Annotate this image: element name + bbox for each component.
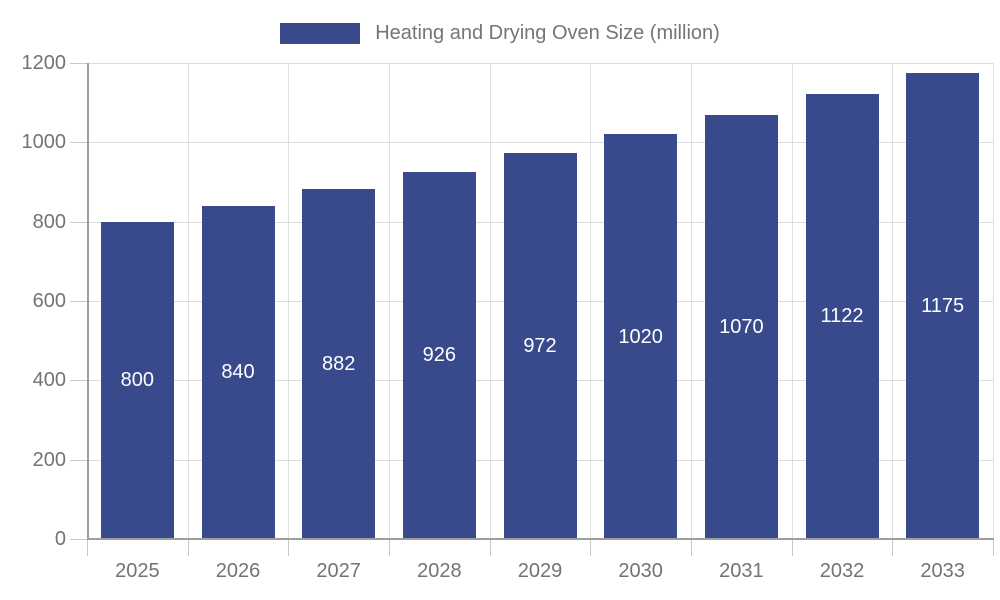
v-gridline (993, 63, 994, 539)
y-tick-label: 600 (32, 290, 66, 312)
bar (604, 134, 678, 539)
x-tick-label: 2031 (719, 560, 764, 582)
bar (100, 221, 174, 539)
bar (906, 72, 980, 539)
y-tick (70, 142, 87, 144)
y-tick-label: 800 (32, 210, 66, 233)
bar-value-label: 972 (523, 335, 557, 358)
chart-legend: Heating and Drying Oven Size (million) (0, 20, 1000, 46)
x-tick (590, 539, 592, 556)
h-gridline (87, 142, 993, 144)
x-tick (288, 539, 290, 556)
bar-value-label: 926 (422, 344, 457, 367)
bar (503, 153, 577, 539)
x-tick-label: 2030 (618, 560, 663, 582)
y-tick (70, 301, 87, 302)
y-tick (70, 539, 87, 540)
bar-value-label: 882 (321, 353, 356, 376)
bar-value-label: 840 (221, 361, 255, 384)
bar-value-label: 1070 (719, 315, 764, 338)
x-tick (993, 539, 994, 556)
y-tick (70, 380, 87, 382)
y-tick-label: 1000 (21, 131, 67, 154)
bar (201, 205, 275, 539)
bar-value-label: 1122 (820, 305, 864, 328)
bar-value-label: 1175 (921, 294, 965, 317)
y-tick (70, 63, 87, 64)
x-tick-label: 2032 (819, 560, 865, 582)
legend-swatch (280, 22, 361, 44)
x-tick (389, 539, 390, 556)
x-tick (892, 539, 894, 556)
y-axis-line (87, 63, 89, 540)
bar-value-label: 800 (120, 369, 155, 392)
bar (805, 93, 879, 539)
y-tick-label: 0 (54, 528, 66, 550)
bar (302, 189, 376, 539)
y-tick-label: 200 (32, 448, 66, 471)
y-tick (70, 221, 87, 223)
y-tick-label: 400 (32, 369, 66, 392)
x-tick (691, 539, 692, 556)
bar (704, 114, 778, 539)
x-tick-label: 2033 (920, 560, 965, 582)
x-tick-label: 2029 (517, 560, 563, 582)
x-tick (187, 539, 189, 556)
h-gridline (87, 63, 993, 64)
bar-value-label: 1020 (618, 325, 663, 348)
x-axis-line (87, 538, 994, 540)
x-tick-label: 2025 (115, 560, 160, 582)
x-tick-label: 2026 (215, 560, 261, 582)
y-tick-label: 1200 (21, 52, 67, 74)
x-tick (489, 539, 491, 556)
x-tick-label: 2028 (417, 560, 462, 582)
y-tick (70, 459, 87, 461)
x-tick (791, 539, 793, 556)
x-tick-label: 2027 (316, 560, 361, 582)
x-tick (87, 539, 88, 556)
bar (402, 171, 476, 539)
legend-label: Heating and Drying Oven Size (million) (375, 21, 720, 44)
